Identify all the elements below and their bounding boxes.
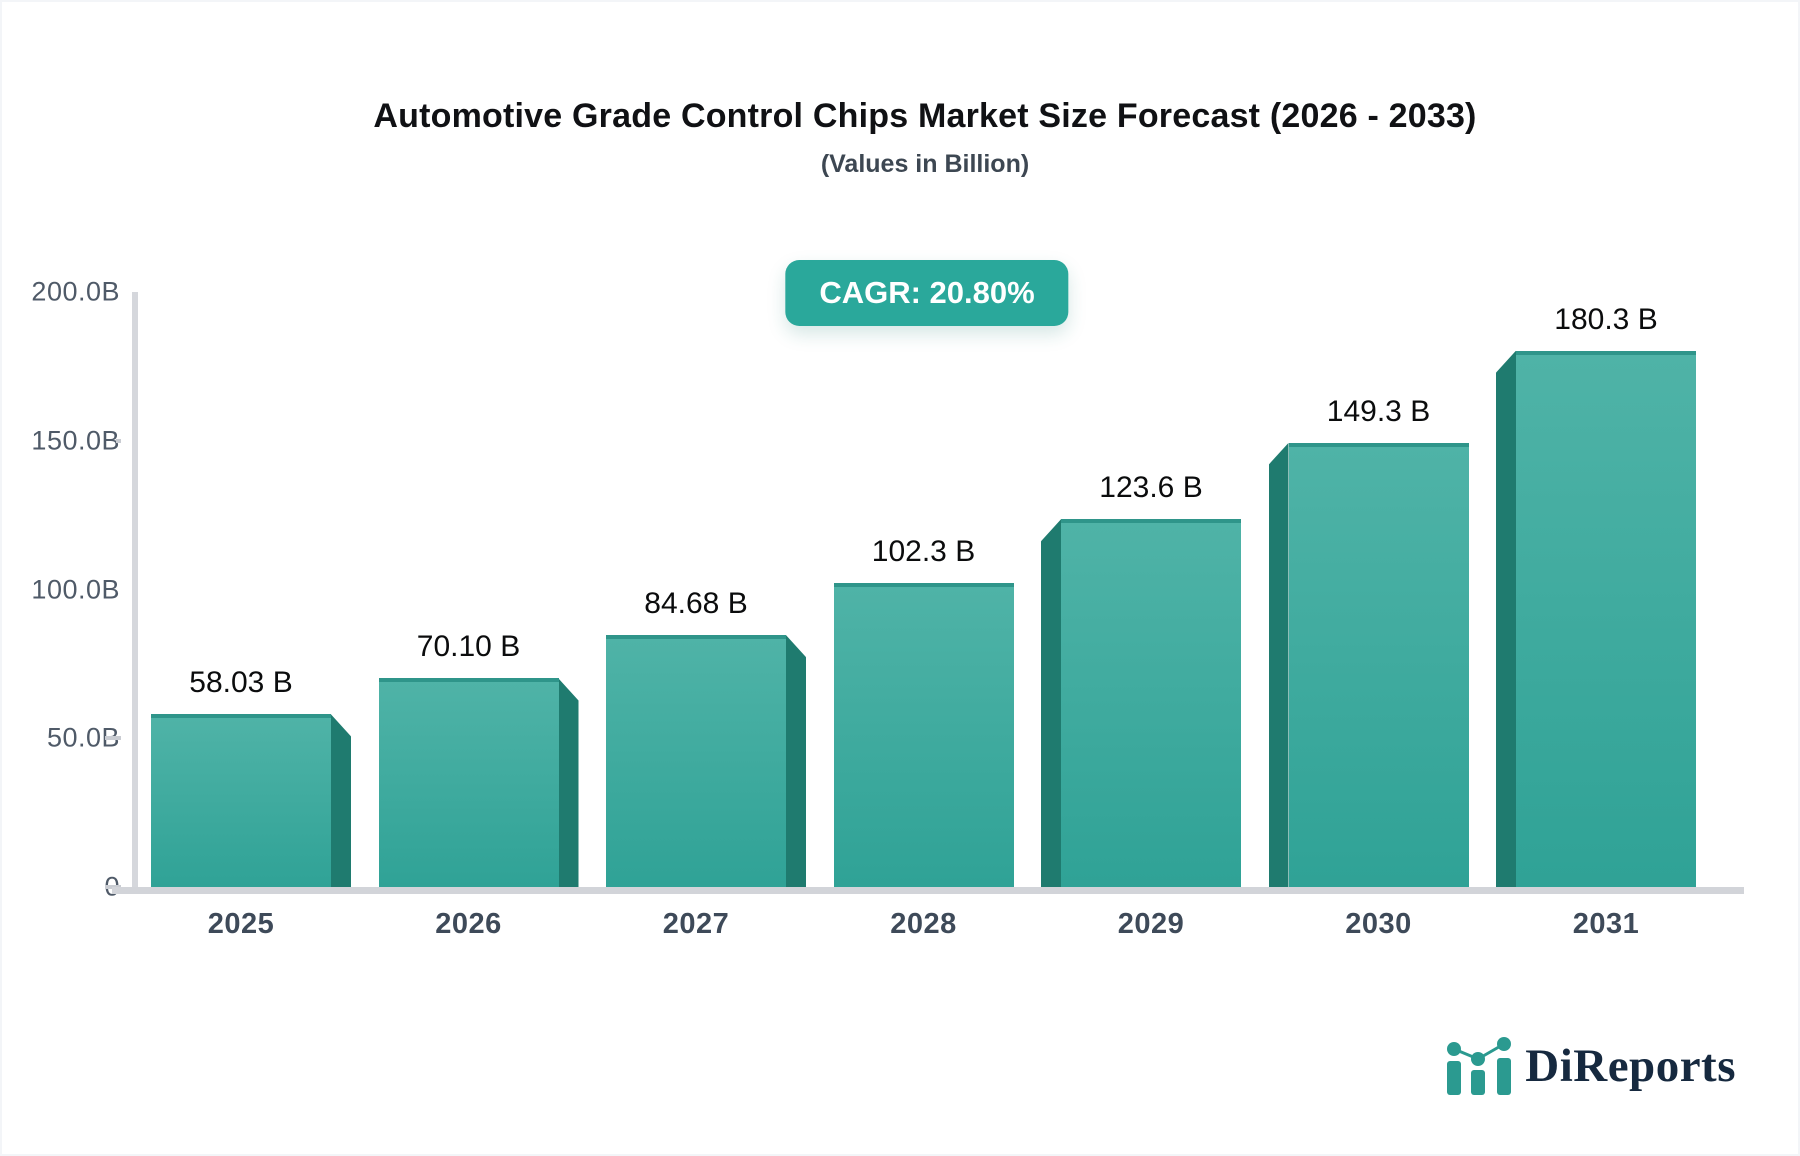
bar-2028	[833, 582, 1014, 890]
x-axis-line	[112, 887, 1744, 894]
bar-2026	[378, 678, 559, 890]
y-axis-line	[132, 292, 138, 894]
bar-2025-3d-side	[331, 714, 351, 890]
y-axis-tick-mark	[116, 438, 121, 443]
chart-title: Automotive Grade Control Chips Market Si…	[373, 97, 1477, 135]
x-axis-tick-label: 2026	[435, 908, 502, 940]
y-axis-tick-label: 200.0B	[31, 276, 120, 307]
chart-subtitle: (Values in Billion)	[820, 150, 1030, 178]
bar-value-label: 102.3 B	[871, 534, 976, 568]
brand-logo: DiReports	[1445, 1034, 1736, 1098]
bar-2030	[1288, 442, 1469, 890]
brand-logo-text: DiReports	[1525, 1040, 1736, 1092]
bar-chart-logo-icon	[1445, 1034, 1515, 1098]
bar-value-label: 149.3 B	[1326, 394, 1431, 428]
x-axis-tick-label: 2030	[1345, 908, 1412, 940]
x-axis-tick-label: 2029	[1117, 908, 1185, 940]
bar-2027	[606, 635, 786, 890]
cagr-badge: CAGR: 20.80%	[785, 260, 1069, 326]
y-axis-tick-mark	[105, 736, 121, 741]
bar-value-label: 70.10 B	[416, 630, 521, 664]
x-axis-tick-label: 2027	[662, 908, 730, 940]
bar-2029	[1061, 519, 1241, 890]
bar-2031-3d-side	[1496, 350, 1516, 890]
bar-value-label: 84.68 B	[644, 587, 748, 621]
bar-2029-3d-side	[1041, 519, 1061, 890]
y-axis-tick-label: 50.0B	[46, 722, 120, 753]
x-axis-tick-label: 2031	[1572, 908, 1640, 940]
bar-value-label: 123.6 B	[1099, 471, 1203, 505]
x-axis-tick-label: 2025	[207, 908, 275, 940]
bar-2026-3d-side	[558, 678, 579, 890]
y-axis-tick-label: 100.0B	[31, 574, 120, 604]
bar-2027-3d-side	[786, 635, 806, 890]
bar-2031	[1516, 350, 1696, 890]
bar-2025	[151, 714, 331, 890]
bar-2030-3d-side	[1268, 442, 1289, 890]
chart-header: Automotive Grade Control Chips Market Si…	[52, 94, 1798, 181]
y-axis-tick-label: 0	[2, 872, 120, 903]
x-axis-tick-label: 2028	[890, 908, 957, 940]
bar-value-label: 180.3 B	[1554, 302, 1658, 336]
y-axis-tick-label: 150.0B	[31, 425, 120, 456]
bar-value-label: 58.03 B	[189, 666, 293, 700]
